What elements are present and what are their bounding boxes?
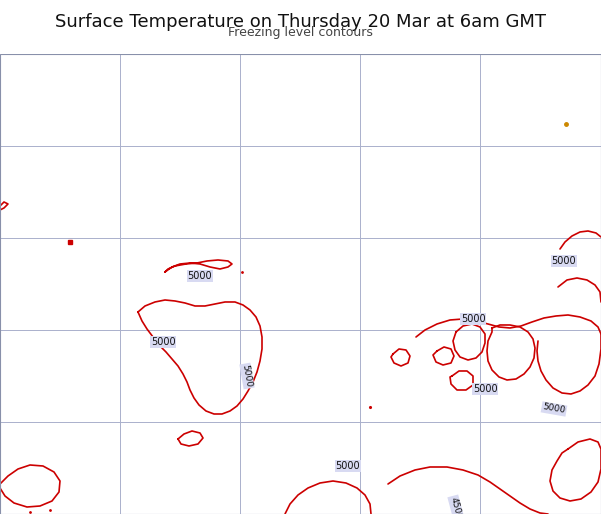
Text: 5000: 5000: [188, 271, 212, 281]
Text: 5000: 5000: [473, 384, 497, 394]
Text: 5000: 5000: [552, 256, 576, 266]
Text: 5000: 5000: [461, 314, 486, 324]
Text: 5000: 5000: [240, 364, 254, 388]
Text: 5000: 5000: [151, 337, 175, 347]
Text: 5000: 5000: [542, 402, 566, 415]
Text: Freezing level contours: Freezing level contours: [228, 26, 373, 39]
Text: 4500: 4500: [449, 496, 463, 514]
Text: Surface Temperature on Thursday 20 Mar at 6am GMT: Surface Temperature on Thursday 20 Mar a…: [55, 13, 546, 31]
Text: 5000: 5000: [336, 461, 361, 471]
